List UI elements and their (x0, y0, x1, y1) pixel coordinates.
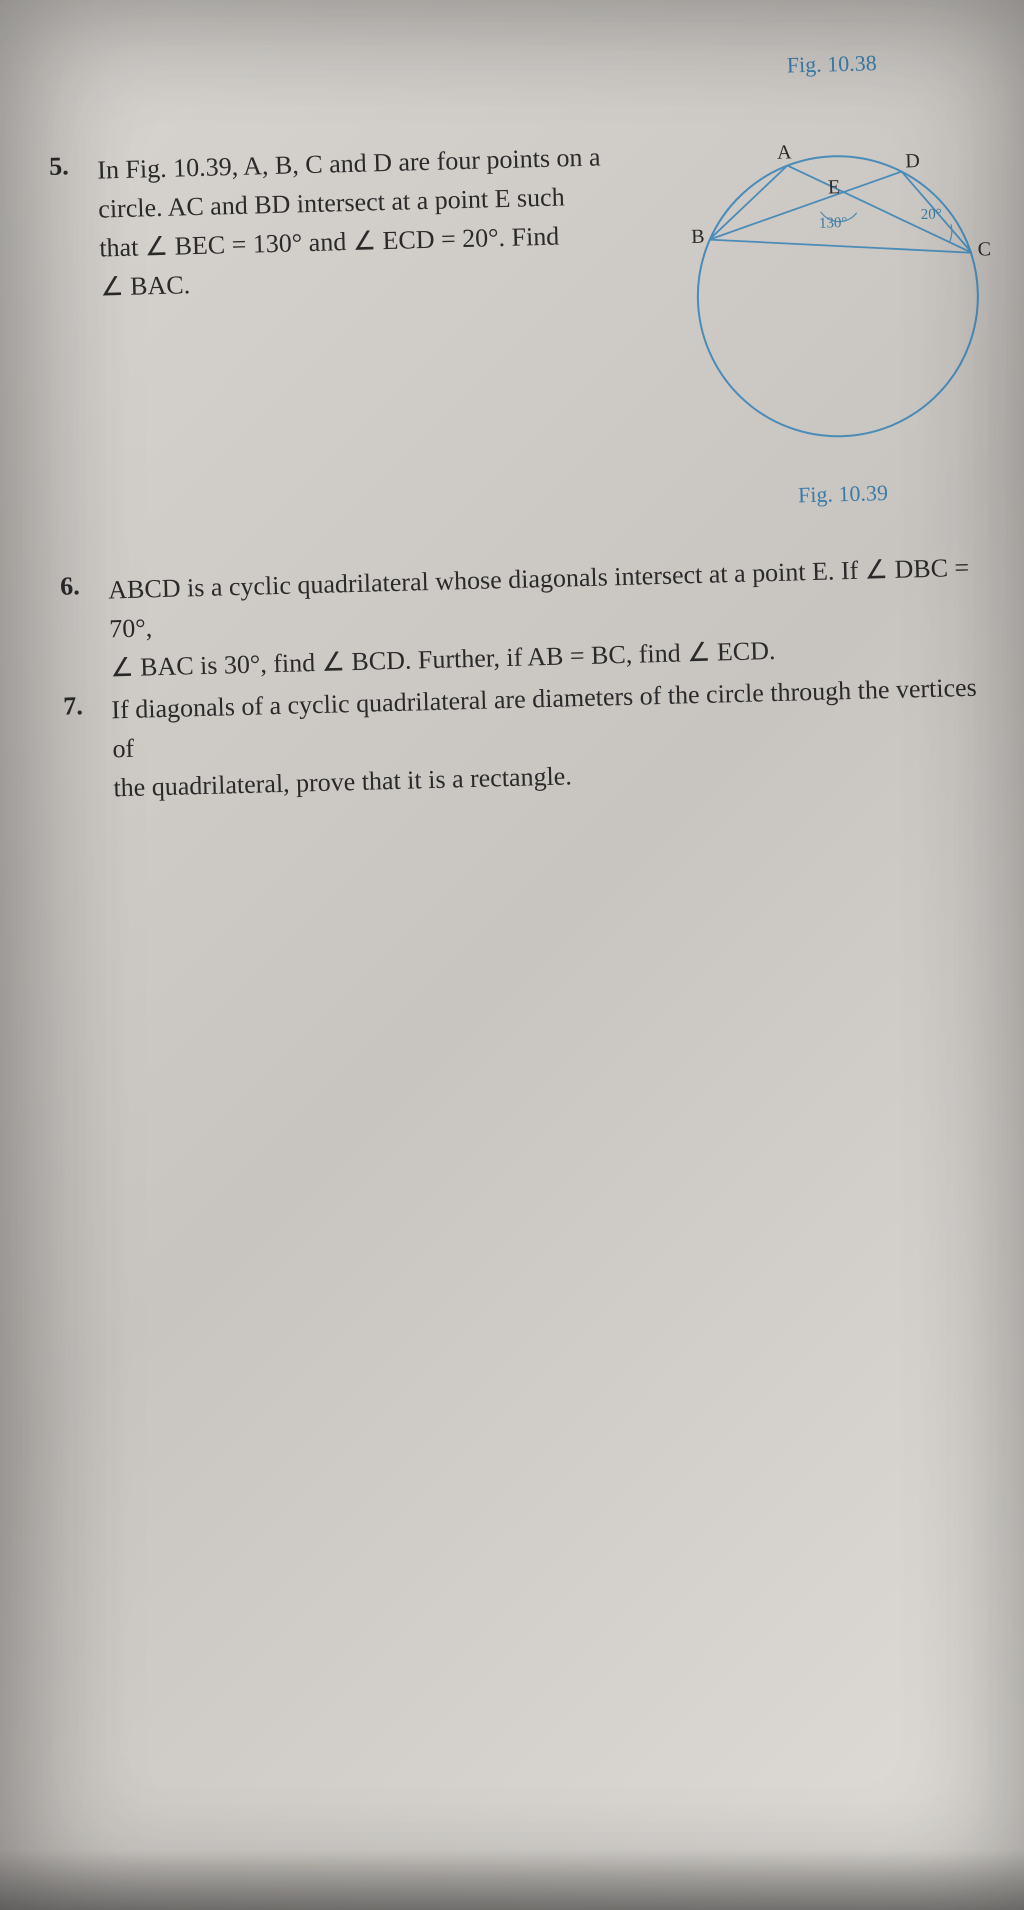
circle-diagram: A D B C E 130° 20° (679, 137, 1007, 465)
page-bottom-edge (0, 1850, 1024, 1910)
q5-line4: ∠ BAC. (100, 270, 191, 301)
point-a-label: A (777, 141, 793, 163)
point-d-label: D (905, 150, 920, 172)
page-content: Fig. 10.38 5. In Fig. 10.39, A, B, C and… (0, 0, 1024, 1910)
angle-130-label: 130° (819, 215, 848, 232)
question-6-text: ABCD is a cyclic quadrilateral whose dia… (108, 548, 983, 688)
question-5: 5. In Fig. 10.39, A, B, C and D are four… (49, 136, 673, 308)
figure-label-1039: Fig. 10.39 (798, 480, 889, 508)
point-b-label: B (691, 226, 705, 248)
textbook-page: Fig. 10.38 5. In Fig. 10.39, A, B, C and… (0, 0, 1024, 1910)
angle-20-label: 20° (921, 206, 942, 223)
chord-ab (707, 166, 789, 240)
q6-line1: ABCD is a cyclic quadrilateral whose dia… (108, 553, 970, 644)
figure-label-1038: Fig. 10.38 (786, 50, 877, 78)
chord-bc (709, 233, 971, 260)
question-7: 7. If diagonals of a cyclic quadrilatera… (63, 668, 986, 809)
figure-1039: A D B C E 130° 20° (679, 137, 1007, 465)
q7-line1: If diagonals of a cyclic quadrilateral a… (111, 673, 977, 764)
question-5-number: 5. (49, 151, 80, 182)
question-6-number: 6. (60, 571, 91, 602)
q5-line2: circle. AC and BD intersect at a point E… (98, 182, 565, 223)
q7-line2: the quadrilateral, prove that it is a re… (113, 761, 572, 802)
question-7-number: 7. (63, 691, 94, 722)
q5-line1: In Fig. 10.39, A, B, C and D are four po… (97, 142, 601, 184)
question-7-text: If diagonals of a cyclic quadrilateral a… (111, 668, 986, 808)
q5-line3: that ∠ BEC = 130° and ∠ ECD = 20°. Find (99, 222, 560, 263)
point-c-label: C (977, 238, 991, 260)
chord-ac (787, 161, 971, 258)
question-5-text: In Fig. 10.39, A, B, C and D are four po… (97, 137, 604, 306)
question-6: 6. ABCD is a cyclic quadrilateral whose … (60, 548, 983, 689)
point-e-label: E (828, 176, 841, 198)
